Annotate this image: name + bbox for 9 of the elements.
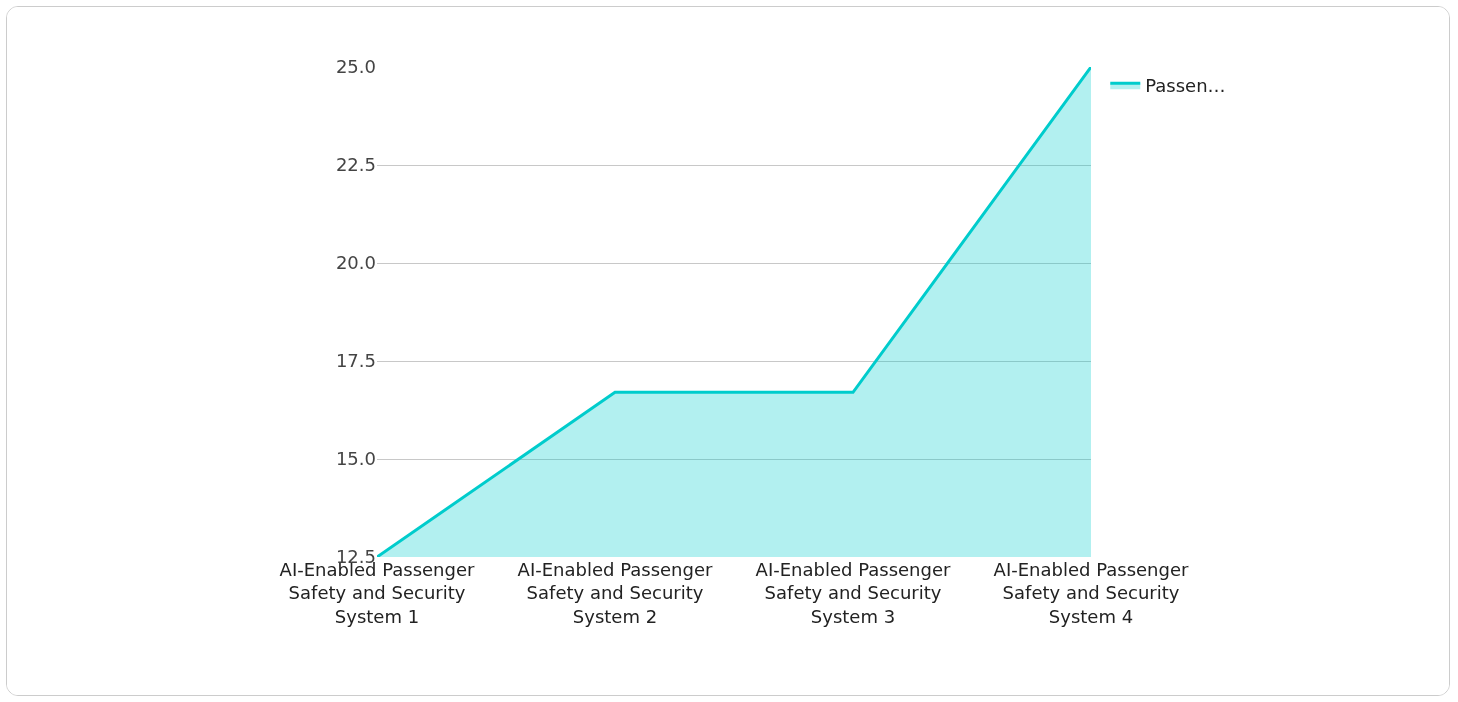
y-tick-label: 20.0 [335,252,376,274]
x-tick-label: AI-Enabled Passenger Safety and Security System 4 [993,559,1189,627]
y-tick-label: 15.0 [335,448,376,470]
legend-label: Passen… [1145,75,1226,97]
y-tick-label: 25.0 [335,56,376,78]
y-tick-label: 22.5 [335,154,376,176]
x-tick-label: AI-Enabled Passenger Safety and Security System 3 [755,559,951,627]
y-tick-label: 17.5 [335,350,376,372]
x-tick-label: AI-Enabled Passenger Safety and Security System 2 [517,559,713,627]
